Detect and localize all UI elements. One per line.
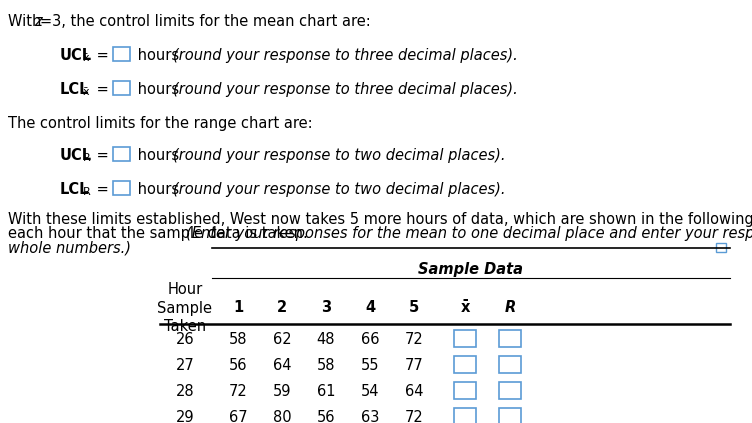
Text: =: = <box>92 182 114 197</box>
Text: The control limits for the range chart are:: The control limits for the range chart a… <box>8 116 313 131</box>
FancyBboxPatch shape <box>454 408 476 423</box>
FancyBboxPatch shape <box>454 382 476 399</box>
Text: 62: 62 <box>273 332 291 347</box>
Text: With these limits established, West now takes 5 more hours of data, which are sh: With these limits established, West now … <box>8 212 752 227</box>
Text: 5: 5 <box>409 300 419 315</box>
Text: (round your response to three decimal places).: (round your response to three decimal pl… <box>173 82 517 97</box>
Text: 80: 80 <box>273 410 291 423</box>
FancyBboxPatch shape <box>113 147 130 161</box>
Text: =: = <box>92 48 114 63</box>
Text: 3: 3 <box>321 300 331 315</box>
Text: 54: 54 <box>361 384 379 399</box>
Text: R: R <box>83 153 91 163</box>
Text: 4: 4 <box>365 300 375 315</box>
Text: Hour
Sample
Taken: Hour Sample Taken <box>157 282 213 334</box>
Text: hours: hours <box>133 148 183 163</box>
Text: 67: 67 <box>229 410 247 423</box>
FancyBboxPatch shape <box>113 81 130 95</box>
FancyBboxPatch shape <box>113 181 130 195</box>
Text: 64: 64 <box>273 358 291 373</box>
Text: each hour that the sample data is taken.: each hour that the sample data is taken. <box>8 226 312 241</box>
Text: UCL: UCL <box>60 148 92 163</box>
Text: 29: 29 <box>176 410 194 423</box>
Text: 58: 58 <box>229 332 247 347</box>
Text: 58: 58 <box>317 358 335 373</box>
Text: 63: 63 <box>361 410 379 423</box>
FancyBboxPatch shape <box>499 356 521 373</box>
Text: 56: 56 <box>317 410 335 423</box>
Text: 1: 1 <box>233 300 243 315</box>
FancyBboxPatch shape <box>454 330 476 347</box>
Text: x̄: x̄ <box>83 87 89 97</box>
FancyBboxPatch shape <box>499 382 521 399</box>
Text: LCL: LCL <box>60 182 89 197</box>
FancyBboxPatch shape <box>716 243 726 252</box>
Text: whole numbers.): whole numbers.) <box>8 240 131 255</box>
Text: (round your response to two decimal places).: (round your response to two decimal plac… <box>173 148 505 163</box>
Text: R: R <box>505 300 516 315</box>
Text: hours: hours <box>133 48 183 63</box>
Text: 77: 77 <box>405 358 423 373</box>
Text: 59: 59 <box>273 384 291 399</box>
Text: 61: 61 <box>317 384 335 399</box>
Text: x̄: x̄ <box>83 53 89 63</box>
Text: 66: 66 <box>361 332 379 347</box>
Text: 26: 26 <box>176 332 194 347</box>
Text: 72: 72 <box>405 410 423 423</box>
Text: 2: 2 <box>277 300 287 315</box>
Text: (round your response to two decimal places).: (round your response to two decimal plac… <box>173 182 505 197</box>
Text: LCL: LCL <box>60 82 89 97</box>
Text: 55: 55 <box>361 358 379 373</box>
Text: R: R <box>83 187 91 197</box>
Text: 48: 48 <box>317 332 335 347</box>
Text: (Enter your responses for the mean to one decimal place and enter your responses: (Enter your responses for the mean to on… <box>186 226 752 241</box>
Text: z: z <box>34 14 41 29</box>
Text: Sample Data: Sample Data <box>419 262 523 277</box>
Text: =: = <box>92 82 114 97</box>
Text: 64: 64 <box>405 384 423 399</box>
Text: 72: 72 <box>405 332 423 347</box>
Text: 72: 72 <box>229 384 247 399</box>
FancyBboxPatch shape <box>499 408 521 423</box>
Text: hours: hours <box>133 82 183 97</box>
Text: 27: 27 <box>176 358 194 373</box>
Text: (round your response to three decimal places).: (round your response to three decimal pl… <box>173 48 517 63</box>
Text: With: With <box>8 14 46 29</box>
Text: hours: hours <box>133 182 183 197</box>
Text: =: = <box>92 148 114 163</box>
FancyBboxPatch shape <box>454 356 476 373</box>
Text: x̄: x̄ <box>460 300 470 315</box>
FancyBboxPatch shape <box>499 330 521 347</box>
Text: 56: 56 <box>229 358 247 373</box>
Text: =3, the control limits for the mean chart are:: =3, the control limits for the mean char… <box>40 14 371 29</box>
Text: UCL: UCL <box>60 48 92 63</box>
Text: 28: 28 <box>176 384 194 399</box>
FancyBboxPatch shape <box>113 47 130 61</box>
